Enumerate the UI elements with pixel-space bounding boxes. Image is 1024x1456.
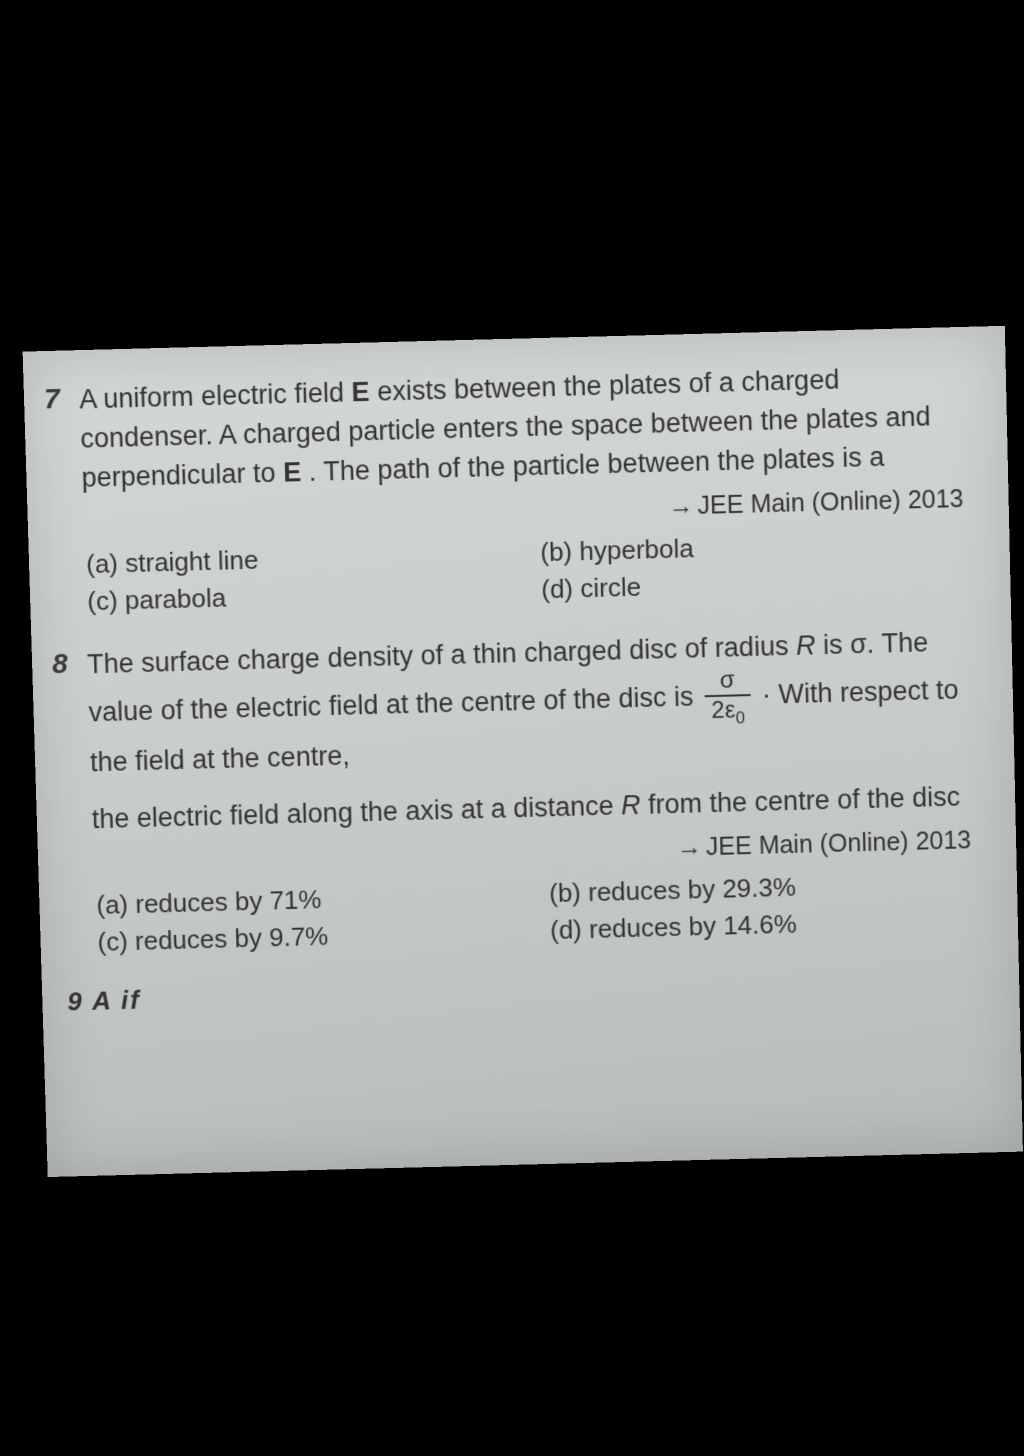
question-8-text-block1: The surface charge density of a thin cha… (87, 622, 980, 782)
q8-option-b: (b) reduces by 29.3% (549, 867, 983, 909)
question-7-text: A uniform electric field E exists betwee… (79, 357, 973, 498)
question-number-7: 7 (44, 383, 61, 416)
q8-frac-num: σ (704, 668, 750, 697)
question-7: 7 A uniform electric field E exists betw… (79, 357, 976, 618)
q8-frac-den-sub: 0 (735, 708, 745, 727)
q7-option-b: (b) hyperbola (540, 526, 975, 568)
q7-E1: E (351, 377, 370, 408)
q7-source-text: JEE Main (Online) 2013 (697, 485, 964, 520)
q7-option-c: (c) parabola (87, 575, 522, 617)
q8-text-part5: from the centre of the disc (640, 782, 960, 820)
q8-R: R (796, 631, 816, 662)
q7-text-part1: A uniform electric field (79, 377, 352, 414)
q8-frac-den-a: 2ε (711, 696, 736, 724)
q7-E2: E (283, 457, 302, 488)
question-8: 8 The surface charge density of a thin c… (87, 622, 984, 958)
arrow-icon: → (668, 492, 694, 521)
cutoff-text: 9 A if (67, 985, 141, 1017)
cutoff-line: 9 A if (67, 963, 985, 1018)
q7-text-part3: . The path of the particle between the p… (301, 442, 885, 487)
q8-fraction: σ2ε0 (704, 668, 751, 728)
textbook-page: 7 A uniform electric field E exists betw… (23, 326, 1023, 1177)
q8-option-d: (d) reduces by 14.6% (550, 904, 983, 946)
q7-option-d: (d) circle (541, 563, 976, 605)
q8-text-part4: the electric field along the axis at a d… (91, 791, 621, 835)
q8-options: (a) reduces by 71% (b) reduces by 29.3% … (96, 867, 983, 958)
q8-source-text: JEE Main (Online) 2013 (706, 827, 972, 862)
q7-options: (a) straight line (b) hyperbola (c) para… (86, 526, 976, 617)
q8-option-a: (a) reduces by 71% (96, 879, 530, 921)
q7-option-a: (a) straight line (86, 538, 521, 580)
question-number-8: 8 (52, 648, 69, 680)
q8-R2: R (621, 790, 641, 820)
q8-option-c: (c) reduces by 9.7% (97, 916, 531, 958)
q8-frac-den: 2ε0 (705, 696, 751, 728)
arrow-icon: → (677, 834, 703, 863)
q8-text-part1: The surface charge density of a thin cha… (87, 631, 797, 680)
